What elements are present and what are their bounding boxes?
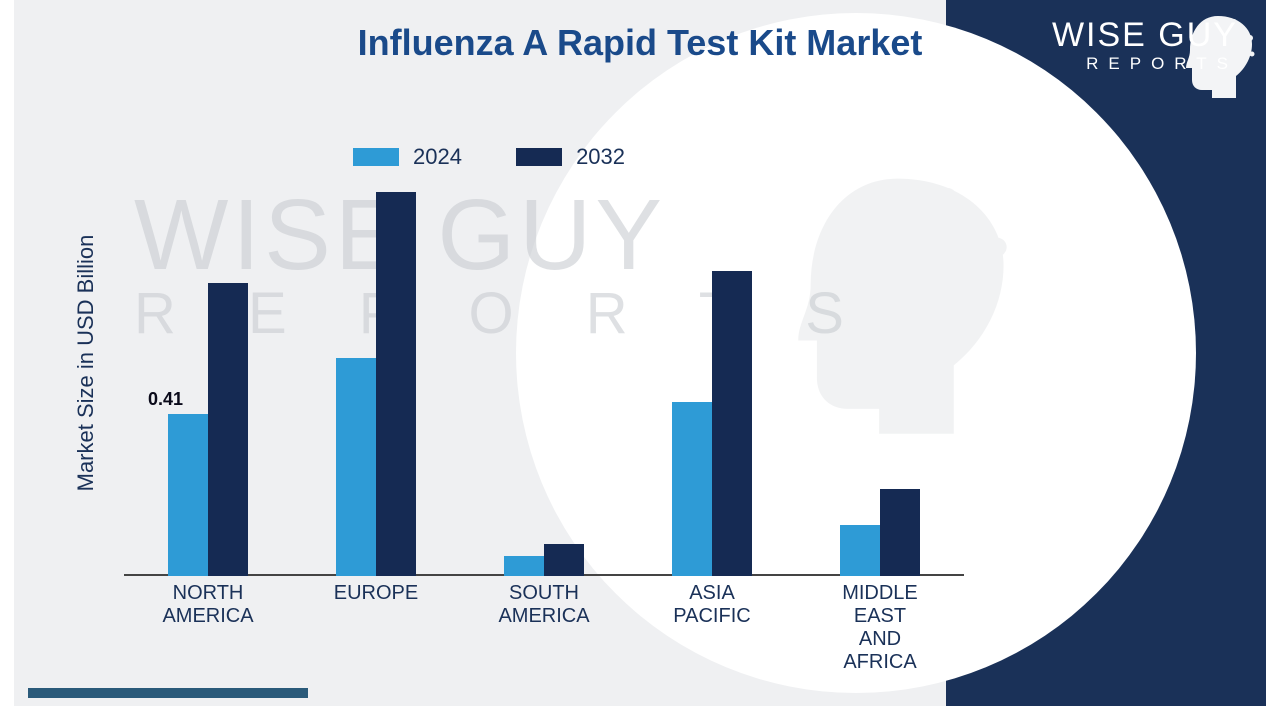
bar (672, 402, 712, 576)
y-axis-label: Market Size in USD Billion (73, 213, 99, 513)
bar-pair (133, 283, 283, 576)
bar (840, 525, 880, 576)
bar-pair (805, 489, 955, 576)
bar (880, 489, 920, 576)
plot-area: 0.41 (124, 180, 964, 576)
bar (208, 283, 248, 576)
brand-line2: REPORTS (1052, 54, 1238, 74)
x-axis-category-label: NORTHAMERICA (133, 582, 283, 628)
x-axis-labels: NORTHAMERICA EUROPE SOUTHAMERICA ASIAPACIFI… (124, 582, 964, 702)
chart-canvas: WISE GUY REPORTS Influenza A Rapid Test … (14, 0, 1266, 706)
legend-label-2024: 2024 (413, 144, 462, 170)
legend-item-2032: 2032 (516, 144, 625, 170)
x-axis-category-label: MIDDLEEASTANDAFRICA (805, 582, 955, 674)
bar-pair (301, 192, 451, 576)
brand-line1: WISE GUY (1052, 18, 1238, 52)
bar (168, 414, 208, 576)
y-axis: Market Size in USD Billion (56, 150, 86, 580)
legend-swatch-2024 (353, 148, 399, 166)
brand-logo: WISE GUY REPORTS (1052, 18, 1238, 74)
x-axis-category-label: SOUTHAMERICA (469, 582, 619, 628)
data-label: 0.41 (148, 389, 183, 410)
bar (504, 556, 544, 576)
legend-swatch-2032 (516, 148, 562, 166)
bar (712, 271, 752, 576)
bar (544, 544, 584, 576)
legend: 2024 2032 (14, 144, 964, 172)
bar-pair (469, 544, 619, 576)
legend-item-2024: 2024 (353, 144, 462, 170)
legend-label-2032: 2032 (576, 144, 625, 170)
x-axis-category-label: EUROPE (301, 582, 451, 605)
bar-pair (637, 271, 787, 576)
bar (336, 358, 376, 576)
x-axis-category-label: ASIAPACIFIC (637, 582, 787, 628)
bar (376, 192, 416, 576)
